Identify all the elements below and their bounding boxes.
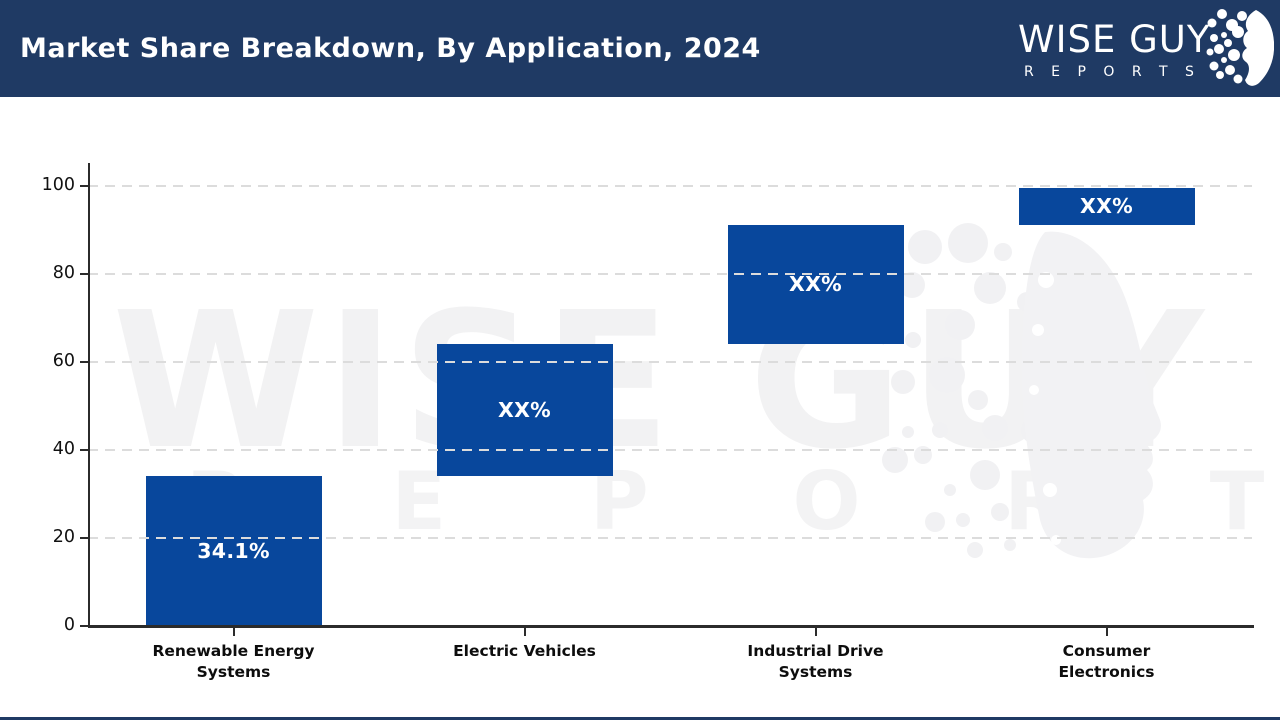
bar-value-label: XX% — [497, 397, 552, 422]
bar-value-label: XX% — [1079, 194, 1134, 219]
gridline — [88, 449, 1252, 451]
watermark-face-icon — [879, 223, 1161, 559]
x-category-label-line: Systems — [196, 663, 271, 681]
y-axis-tick — [80, 625, 88, 627]
bar — [436, 343, 613, 476]
y-tick-label: 60 — [52, 351, 75, 371]
x-axis-tick — [523, 628, 526, 636]
waterfall-chart: 0 20 40 60 80 100 34.1% Renewable Energy Systems… — [0, 97, 1280, 717]
x-category-label-line: Electric Vehicles — [453, 642, 596, 660]
y-tick-label: 0 — [63, 615, 75, 635]
logo-face-icon — [1206, 9, 1274, 86]
bar — [145, 475, 322, 626]
gridline — [88, 361, 1252, 363]
y-tick-label: 40 — [52, 439, 75, 459]
x-category-label: Consumer Electronics — [967, 641, 1247, 683]
bar-value-label: XX% — [788, 272, 843, 297]
x-category-label-line: Consumer — [1062, 642, 1151, 660]
x-axis — [88, 625, 1254, 628]
y-axis-tick — [80, 449, 88, 451]
y-axis — [88, 163, 90, 628]
x-category-label-line: Systems — [778, 663, 853, 681]
page-title: Market Share Breakdown, By Application, … — [20, 33, 761, 64]
x-category-label-line: Industrial Drive — [747, 642, 884, 660]
bottom-accent-strip — [0, 717, 1280, 720]
wise-guy-logo: WISE GUY R E P O R T S — [1018, 9, 1274, 86]
y-tick-label: 80 — [52, 263, 75, 283]
gridline — [88, 273, 1252, 275]
bar — [1018, 187, 1195, 225]
x-axis-tick — [1105, 628, 1108, 636]
x-category-label: Industrial Drive Systems — [676, 641, 956, 683]
x-category-label-line: Renewable Energy — [152, 642, 315, 660]
x-category-label: Electric Vehicles — [385, 641, 665, 662]
y-axis-tick — [80, 361, 88, 363]
logo-text-wiseguy: WISE GUY — [1018, 18, 1210, 61]
gridline — [88, 185, 1252, 187]
y-axis-tick — [80, 537, 88, 539]
x-axis-tick — [814, 628, 817, 636]
x-axis-tick — [232, 628, 235, 636]
y-tick-label: 20 — [52, 527, 75, 547]
gridline — [88, 537, 1252, 539]
y-tick-label: 100 — [41, 175, 75, 195]
bar-value-label: 34.1% — [197, 538, 270, 563]
bar — [727, 224, 904, 344]
watermark-text: WISE GUY — [112, 272, 1210, 491]
logo-text-reports: R E P O R T S — [1024, 64, 1200, 80]
x-category-label: Renewable Energy Systems — [94, 641, 374, 683]
header-bar: Market Share Breakdown, By Application, … — [0, 0, 1280, 97]
y-axis-tick — [80, 273, 88, 275]
x-category-label-line: Electronics — [1058, 663, 1155, 681]
y-axis-tick — [80, 185, 88, 187]
